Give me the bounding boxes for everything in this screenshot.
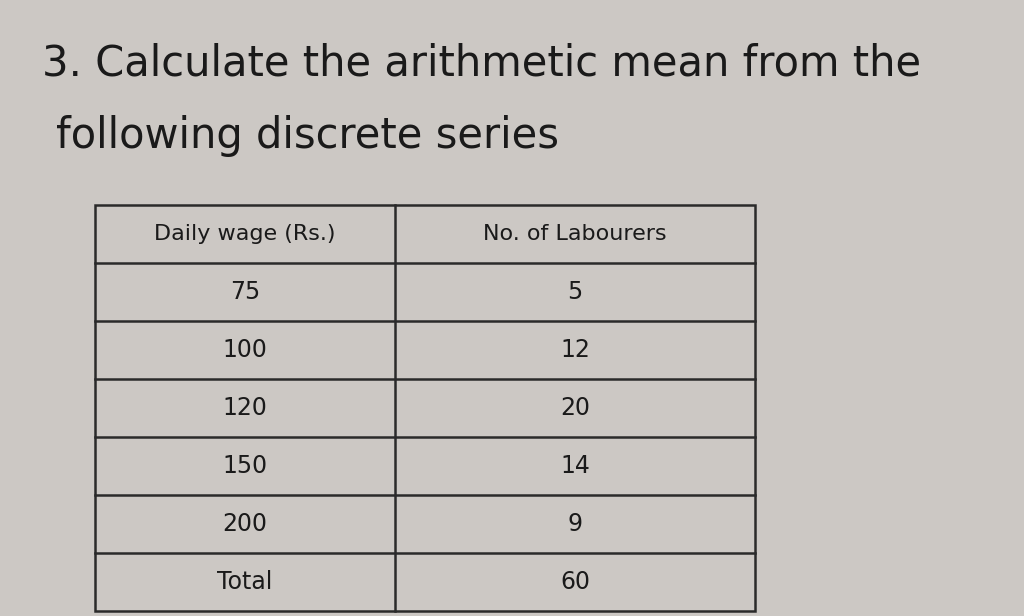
Text: Total: Total [217, 570, 272, 594]
Text: 120: 120 [222, 396, 267, 420]
Text: 14: 14 [560, 454, 590, 478]
Text: 5: 5 [567, 280, 583, 304]
Text: 200: 200 [222, 512, 267, 536]
Text: 150: 150 [222, 454, 267, 478]
Bar [95, 205, 755, 611]
Text: following discrete series: following discrete series [56, 115, 559, 157]
Text: 3. Calculate the arithmetic mean from the: 3. Calculate the arithmetic mean from th… [42, 42, 922, 84]
Text: 20: 20 [560, 396, 590, 420]
Text: No. of Labourers: No. of Labourers [483, 224, 667, 244]
Text: 100: 100 [222, 338, 267, 362]
Text: Daily wage (Rs.): Daily wage (Rs.) [155, 224, 336, 244]
Text: 12: 12 [560, 338, 590, 362]
Text: 9: 9 [567, 512, 583, 536]
Text: 75: 75 [230, 280, 260, 304]
Text: 60: 60 [560, 570, 590, 594]
